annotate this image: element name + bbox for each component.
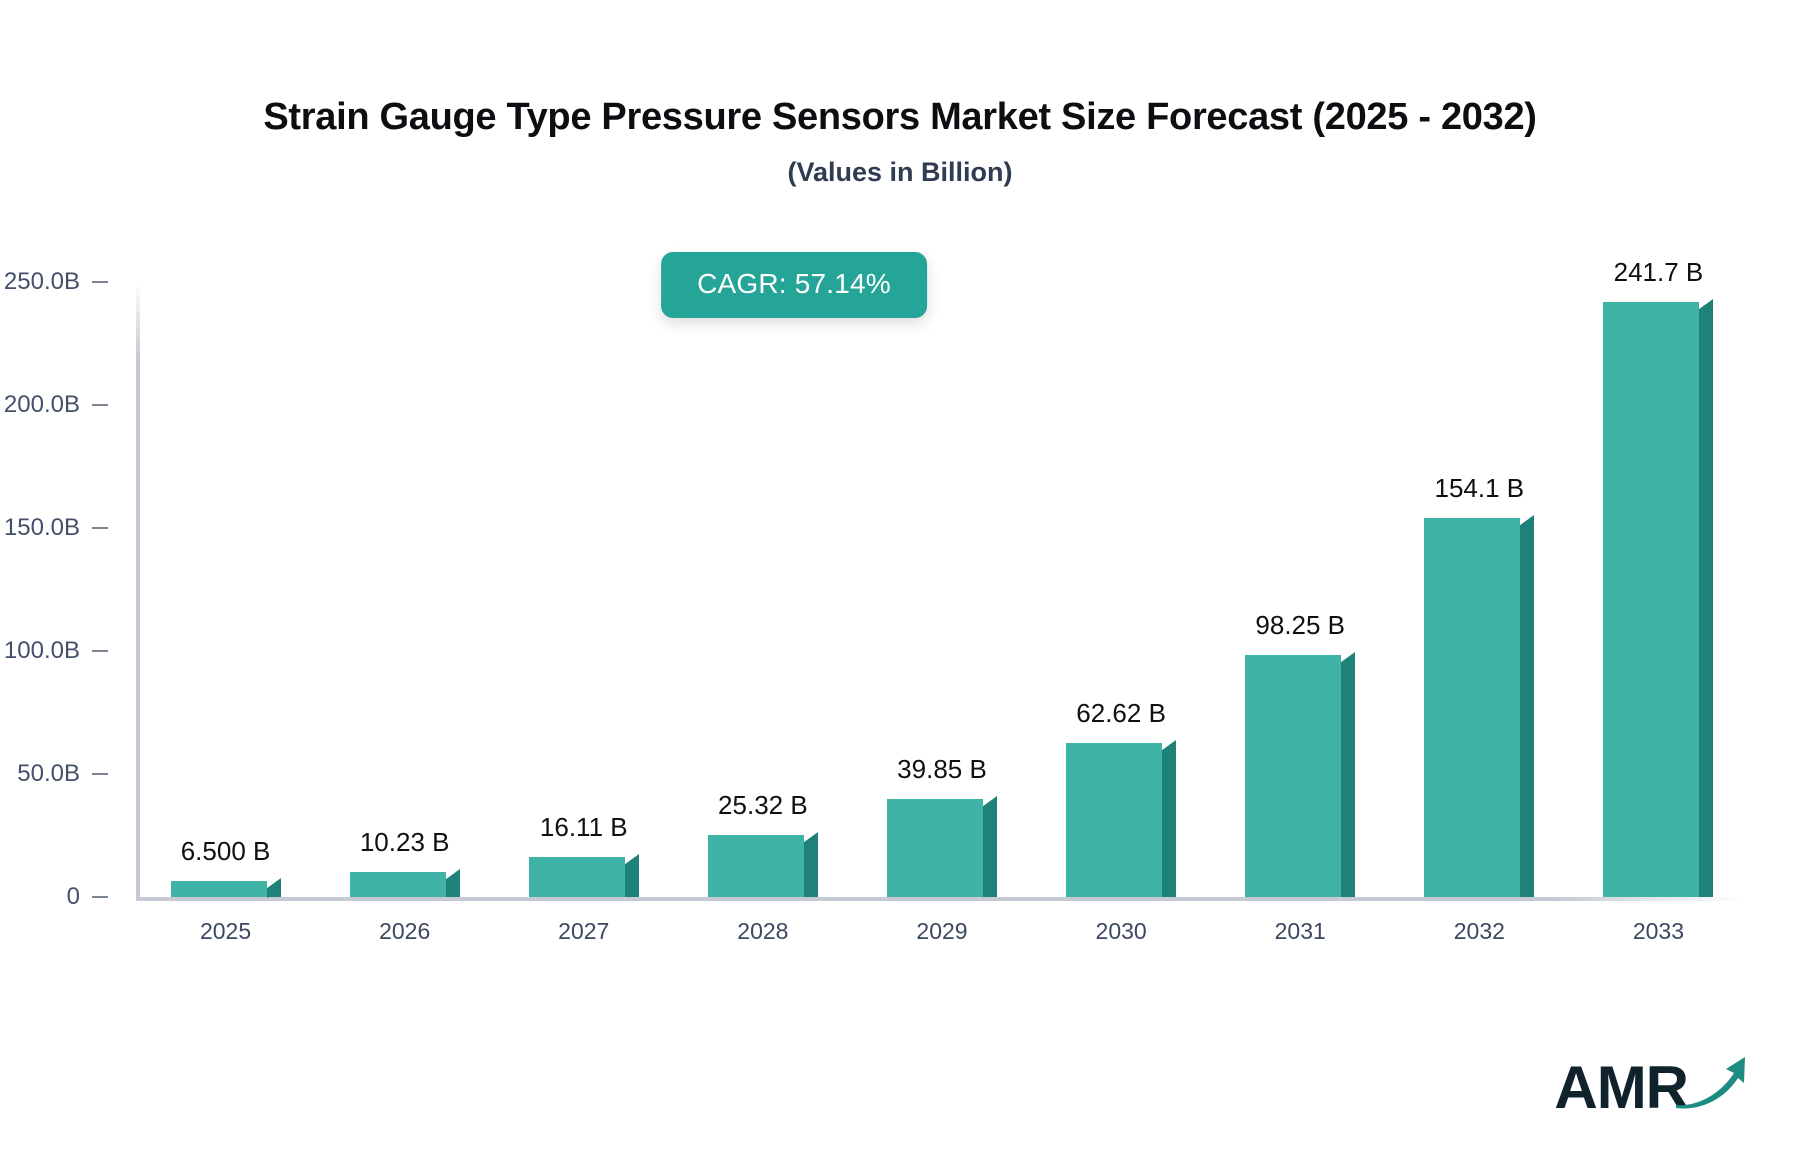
y-axis-tick-mark bbox=[92, 650, 108, 652]
y-axis-tick-mark bbox=[92, 896, 108, 898]
bar-front-face bbox=[1245, 655, 1342, 897]
bar-shape bbox=[1245, 282, 1356, 897]
x-axis-tick-label: 2032 bbox=[1453, 918, 1505, 944]
y-axis-tick-label: 150.0B bbox=[3, 514, 80, 541]
bar-item[interactable]: 16.11 B bbox=[528, 282, 639, 897]
bar-front-face bbox=[707, 834, 804, 897]
bar-item[interactable]: 6.500 B bbox=[170, 282, 281, 899]
x-axis-tick-label: 2026 bbox=[379, 918, 431, 944]
bar-shape bbox=[170, 282, 281, 899]
cagr-badge: CAGR: 57.14% bbox=[661, 252, 927, 318]
bar-item[interactable]: 25.32 B bbox=[707, 282, 818, 897]
bar-value-label: 154.1 B bbox=[1434, 472, 1525, 503]
page-title: Strain Gauge Type Pressure Sensors Marke… bbox=[263, 96, 1537, 138]
x-axis-tick-label: 2030 bbox=[1095, 918, 1147, 944]
x-axis-tick-label: 2031 bbox=[1274, 918, 1326, 944]
y-axis-tick-mark bbox=[92, 773, 108, 775]
bar-side-face bbox=[1162, 749, 1177, 897]
y-axis-tick-mark bbox=[92, 281, 108, 283]
x-axis-tick-label: 2029 bbox=[916, 918, 968, 944]
bar-shape bbox=[349, 282, 460, 897]
x-axis-tick-label: 2033 bbox=[1632, 918, 1685, 944]
amr-logo-text: AMR bbox=[1554, 1054, 1689, 1121]
y-axis-tick: 150.0B bbox=[4, 514, 108, 542]
bar-shape bbox=[528, 282, 639, 897]
y-axis-tick-label: 200.0B bbox=[3, 391, 80, 418]
bar-value-label: 6.500 B bbox=[180, 836, 271, 867]
y-axis-tick: 200.0B bbox=[4, 391, 108, 419]
bar-item[interactable]: 98.25 B bbox=[1245, 282, 1356, 897]
y-axis-tick-label: 0 bbox=[66, 883, 80, 910]
bar-front-face bbox=[528, 857, 625, 897]
bar-front-face bbox=[349, 871, 446, 897]
bar-side-face bbox=[624, 864, 639, 897]
bar-item[interactable]: 10.23 B bbox=[349, 282, 460, 897]
bar-value-label: 98.25 B bbox=[1255, 610, 1346, 641]
bar-series: 6.500 B 10.23 B 16.11 B 25.32 B 39.85 B 62.62… bbox=[136, 257, 1748, 899]
y-axis-tick-mark bbox=[92, 527, 108, 529]
bar-value-label: 39.85 B bbox=[897, 753, 987, 784]
y-axis-tick-label: 250.0B bbox=[3, 268, 80, 295]
bar-front-face bbox=[1603, 302, 1700, 897]
growth-arrow-icon bbox=[1674, 1049, 1748, 1116]
bar-value-label: 16.11 B bbox=[539, 812, 628, 843]
bar-value-label: 62.62 B bbox=[1076, 697, 1166, 728]
bar-front-face bbox=[1424, 517, 1521, 897]
bar-side-face bbox=[803, 841, 818, 897]
y-axis-tick: 0 bbox=[67, 883, 108, 911]
x-axis-tick-label: 2028 bbox=[737, 918, 789, 944]
amr-logo: AMR bbox=[1554, 1049, 1748, 1118]
y-axis-tick-mark bbox=[92, 404, 108, 406]
y-axis-tick-labels: 0 50.0B 100.0B 150.0B 200.0B 250.0B bbox=[0, 0, 108, 1156]
y-axis-tick: 100.0B bbox=[4, 637, 108, 665]
bar-side-face bbox=[1341, 662, 1356, 897]
bar-shape bbox=[887, 282, 997, 897]
x-axis-tick-label: 2027 bbox=[558, 918, 610, 944]
y-axis-line bbox=[136, 282, 140, 897]
bar-side-face bbox=[1520, 524, 1535, 897]
bar-item[interactable]: 241.7 B bbox=[1603, 257, 1714, 897]
bar-shape bbox=[1603, 282, 1714, 897]
bar-value-label: 241.7 B bbox=[1613, 257, 1704, 288]
bar-side-face bbox=[1699, 309, 1714, 897]
chart-subtitle: (Values in Billion) bbox=[787, 156, 1013, 187]
bar-front-face bbox=[170, 881, 267, 897]
y-axis-tick: 250.0B bbox=[4, 268, 108, 296]
bar-item[interactable]: 62.62 B bbox=[1066, 282, 1177, 897]
bar-side-face bbox=[983, 805, 997, 897]
bar-front-face bbox=[887, 798, 983, 897]
bar-value-label: 10.23 B bbox=[359, 826, 450, 857]
y-axis-tick: 50.0B bbox=[17, 760, 108, 788]
bar-shape bbox=[707, 282, 818, 897]
bar-shape bbox=[1066, 282, 1177, 897]
y-axis-tick-label: 100.0B bbox=[3, 637, 80, 664]
x-axis-line bbox=[136, 897, 1748, 901]
bar-item[interactable]: 154.1 B bbox=[1424, 282, 1535, 897]
bar-front-face bbox=[1066, 742, 1163, 897]
chart-header: Strain Gauge Type Pressure Sensors Marke… bbox=[0, 0, 1800, 188]
x-axis-tick-label: 2025 bbox=[199, 918, 252, 944]
bar-value-label: 25.32 B bbox=[718, 789, 808, 820]
bar-item[interactable]: 39.85 B bbox=[887, 282, 997, 897]
y-axis-tick-label: 50.0B bbox=[17, 760, 80, 787]
bar-shape bbox=[1424, 282, 1535, 897]
